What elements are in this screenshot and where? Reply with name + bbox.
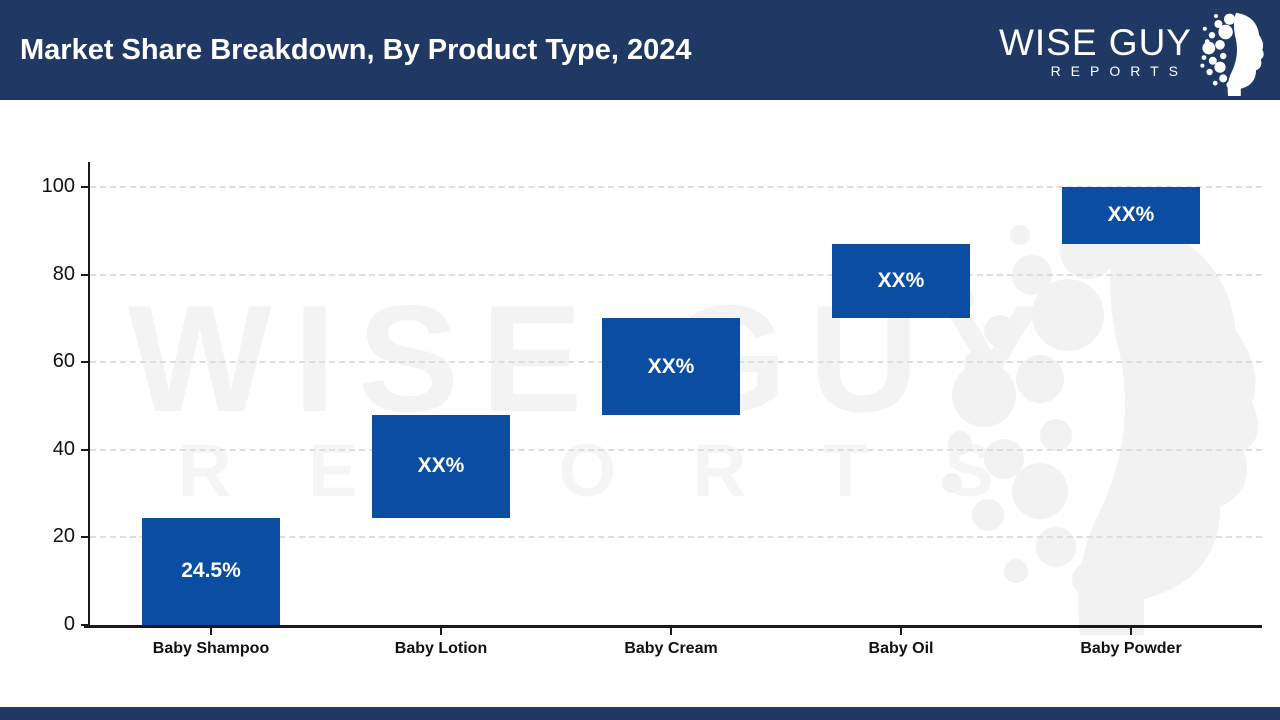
y-axis-tick	[81, 361, 88, 364]
y-axis-tick	[81, 536, 88, 539]
bar-value-label: XX%	[877, 269, 925, 293]
x-axis-category-label: Baby Shampoo	[152, 640, 270, 657]
x-axis-category-label: Baby Lotion	[394, 640, 488, 657]
brand-head-icon	[1200, 12, 1264, 96]
bar-value-label: XX%	[1107, 203, 1155, 227]
y-axis-tick-label: 0	[63, 613, 75, 635]
y-axis-line	[88, 162, 90, 627]
y-axis-tick	[81, 448, 88, 451]
x-axis-tick	[1130, 628, 1132, 635]
y-axis-tick-label: 100	[41, 175, 75, 197]
x-axis-tick	[670, 628, 672, 635]
bar-baby-lotion: XX%	[372, 414, 510, 518]
bar-baby-shampoo: 24.5%	[142, 517, 280, 625]
footer-bar	[0, 707, 1280, 720]
x-axis-tick	[900, 628, 902, 635]
bar-value-label: 24.5%	[181, 559, 241, 583]
x-axis-line	[84, 625, 1262, 628]
bar-baby-powder: XX%	[1062, 187, 1200, 244]
y-axis-tick	[81, 186, 88, 188]
x-axis-category-label: Baby Cream	[624, 640, 718, 657]
y-gridline	[90, 186, 1262, 188]
y-gridline	[90, 273, 1262, 276]
bar-value-label: XX%	[647, 354, 695, 378]
x-axis-tick	[210, 628, 212, 635]
watermark-head-icon	[942, 219, 1259, 635]
brand-logo-text: WISE GUY	[998, 22, 1192, 63]
y-axis-tick-label: 60	[52, 350, 75, 373]
y-axis-tick	[81, 273, 88, 276]
y-gridline	[90, 536, 1262, 539]
header-bar: Market Share Breakdown, By Product Type,…	[0, 0, 1280, 100]
y-axis-tick-label: 80	[52, 262, 75, 285]
y-axis-tick-label: 40	[52, 437, 75, 460]
brand-logo: WISE GUY REPORTS	[999, 0, 1270, 100]
x-axis-tick	[440, 628, 442, 635]
watermark-text-line2: R E P O R T S	[178, 429, 1022, 512]
chart-title: Market Share Breakdown, By Product Type,…	[20, 34, 692, 66]
bar-value-label: XX%	[417, 454, 465, 478]
y-gridline	[90, 448, 1262, 451]
bar-baby-cream: XX%	[602, 318, 740, 415]
brand-logo-subtext: REPORTS	[1050, 63, 1188, 79]
y-axis-tick-label: 20	[52, 525, 75, 548]
x-axis-category-label: Baby Powder	[1080, 640, 1182, 657]
bar-baby-oil: XX%	[832, 243, 970, 319]
x-axis-category-label: Baby Oil	[868, 640, 934, 657]
